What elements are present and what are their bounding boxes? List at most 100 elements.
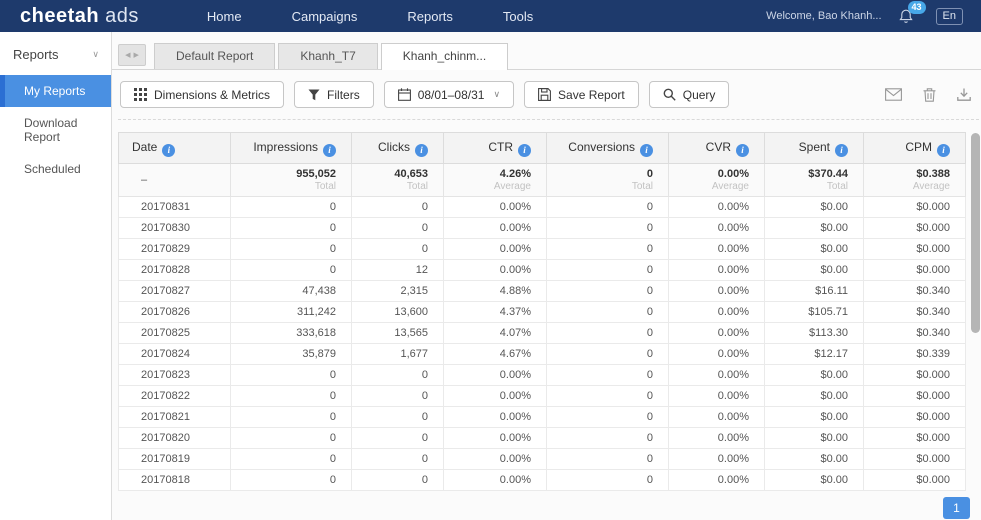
cell-cvr: 0.00% xyxy=(668,322,765,344)
save-report-button[interactable]: Save Report xyxy=(524,81,639,108)
sidebar-section-reports[interactable]: Reports ∨ xyxy=(0,32,111,75)
cell-ctr: 0.00% xyxy=(443,364,547,386)
cell-impressions: 0 xyxy=(230,469,352,491)
cell-impressions: 311,242 xyxy=(230,301,352,323)
info-icon[interactable]: i xyxy=(323,143,336,157)
tab-scroll-arrows[interactable]: ◀ ▶ xyxy=(118,44,146,66)
cell-ctr: 0.00% xyxy=(443,427,547,449)
filters-button[interactable]: Filters xyxy=(294,81,374,108)
tab-prev-icon[interactable]: ◀ xyxy=(125,52,131,59)
cell-date: 20170830 xyxy=(118,217,231,239)
cell-spent: $0.00 xyxy=(764,385,864,407)
cell-cvr: 0.00% xyxy=(668,448,765,470)
table-scrollbar-thumb[interactable] xyxy=(971,133,980,333)
cell-date: 20170825 xyxy=(118,322,231,344)
cell-cvr: 0.00% xyxy=(668,259,765,281)
cell-cpm: $0.000 xyxy=(863,406,966,428)
cell-date: 20170818 xyxy=(118,469,231,491)
table-scrollbar[interactable] xyxy=(971,133,980,491)
sidebar-item-scheduled[interactable]: Scheduled xyxy=(24,162,81,176)
cell-impressions: 0 xyxy=(230,238,352,260)
summary-sublabel: Total xyxy=(406,181,428,192)
cell-ctr: 4.67% xyxy=(443,343,547,365)
cell-conversions: 0 xyxy=(546,427,669,449)
table-row: 20170822 0 0 0.00% 0 0.00% $0.00 $0.000 xyxy=(118,385,966,407)
dimensions-metrics-label: Dimensions & Metrics xyxy=(154,87,271,102)
delete-report-button[interactable] xyxy=(923,87,936,102)
info-icon[interactable]: i xyxy=(518,143,531,157)
table-row: 20170829 0 0 0.00% 0 0.00% $0.00 $0.000 xyxy=(118,238,966,260)
cell-ctr: 4.88% xyxy=(443,280,547,302)
cell-ctr: 0.00% xyxy=(443,217,547,239)
cell-cvr: 0.00% xyxy=(668,406,765,428)
summary-sublabel: Average xyxy=(912,181,950,192)
cell-impressions: 0 xyxy=(230,427,352,449)
info-icon[interactable]: i xyxy=(640,143,653,157)
info-icon[interactable]: i xyxy=(162,143,176,157)
cell-clicks: 0 xyxy=(351,364,444,386)
envelope-icon xyxy=(885,88,902,101)
cell-conversions: 0 xyxy=(546,385,669,407)
column-label: Spent xyxy=(798,139,830,154)
cell-cpm: $0.000 xyxy=(863,238,966,260)
summary-sublabel: Total xyxy=(314,181,336,192)
summary-date: – xyxy=(118,163,231,197)
cell-clicks: 0 xyxy=(351,427,444,449)
download-icon xyxy=(957,88,971,101)
cell-spent: $0.00 xyxy=(764,364,864,386)
cell-cvr: 0.00% xyxy=(668,238,765,260)
dimensions-metrics-button[interactable]: Dimensions & Metrics xyxy=(120,81,285,108)
summary-ctr: 4.26% Average xyxy=(443,163,547,197)
chevron-down-icon: ∨ xyxy=(92,49,99,59)
filter-icon xyxy=(308,89,320,100)
column-label: CTR xyxy=(488,139,513,154)
tab-next-icon[interactable]: ▶ xyxy=(133,52,139,59)
tab-khanh-chinm[interactable]: Khanh_chinm... xyxy=(380,43,509,70)
notification-bell[interactable]: 43 xyxy=(898,1,926,24)
table-header-row: Date i Impressions i Clicks i CTR i Conversi… xyxy=(118,132,966,164)
cell-spent: $0.00 xyxy=(764,469,864,491)
query-button[interactable]: Query xyxy=(648,81,730,108)
nav-item-reports[interactable]: Reports xyxy=(407,8,453,24)
cell-conversions: 0 xyxy=(546,301,669,323)
toolbar-right-icons xyxy=(885,87,971,102)
pagination-page-1[interactable]: 1 xyxy=(943,497,970,519)
download-report-button[interactable] xyxy=(957,88,971,101)
language-selector[interactable]: En xyxy=(935,7,963,25)
cell-clicks: 12 xyxy=(351,259,444,281)
nav-item-campaigns[interactable]: Campaigns xyxy=(291,8,358,24)
sidebar-item-download-report[interactable]: Download Report xyxy=(24,116,78,144)
email-report-button[interactable] xyxy=(885,88,902,101)
cell-impressions: 0 xyxy=(230,385,352,407)
table-row: 20170824 35,879 1,677 4.67% 0 0.00% $12.… xyxy=(118,343,966,365)
sidebar-item-my-reports[interactable]: My Reports xyxy=(0,75,111,107)
tab-default-report[interactable]: Default Report xyxy=(154,43,276,69)
nav-item-home[interactable]: Home xyxy=(206,8,242,24)
column-header-ctr: CTR i xyxy=(443,132,547,164)
cell-ctr: 4.37% xyxy=(443,301,547,323)
grid-icon xyxy=(134,88,147,101)
cell-cvr: 0.00% xyxy=(668,364,765,386)
info-icon[interactable]: i xyxy=(415,143,428,157)
cell-date: 20170820 xyxy=(118,427,231,449)
column-label: Date xyxy=(132,139,158,154)
table-row: 20170828 0 12 0.00% 0 0.00% $0.00 $0.000 xyxy=(118,259,966,281)
cell-conversions: 0 xyxy=(546,322,669,344)
cell-cpm: $0.000 xyxy=(863,385,966,407)
tab-khanh-t7[interactable]: Khanh_T7 xyxy=(278,43,378,69)
main-content: ◀ ▶ Default Report Khanh_T7 Khanh_chinm.… xyxy=(112,32,981,520)
nav-item-tools[interactable]: Tools xyxy=(502,8,534,24)
brand-logo[interactable]: cheetah ads xyxy=(20,5,139,28)
cell-conversions: 0 xyxy=(546,196,669,218)
info-icon[interactable]: i xyxy=(835,143,848,157)
cell-spent: $0.00 xyxy=(764,448,864,470)
cell-clicks: 0 xyxy=(351,238,444,260)
cell-impressions: 47,438 xyxy=(230,280,352,302)
date-range-button[interactable]: 08/01–08/31 ∨ xyxy=(383,81,515,108)
cell-date: 20170828 xyxy=(118,259,231,281)
summary-sublabel: Total xyxy=(826,181,848,192)
info-icon[interactable]: i xyxy=(937,143,950,157)
info-icon[interactable]: i xyxy=(736,143,749,157)
cell-clicks: 1,677 xyxy=(351,343,444,365)
table-row: 20170827 47,438 2,315 4.88% 0 0.00% $16.… xyxy=(118,280,966,302)
